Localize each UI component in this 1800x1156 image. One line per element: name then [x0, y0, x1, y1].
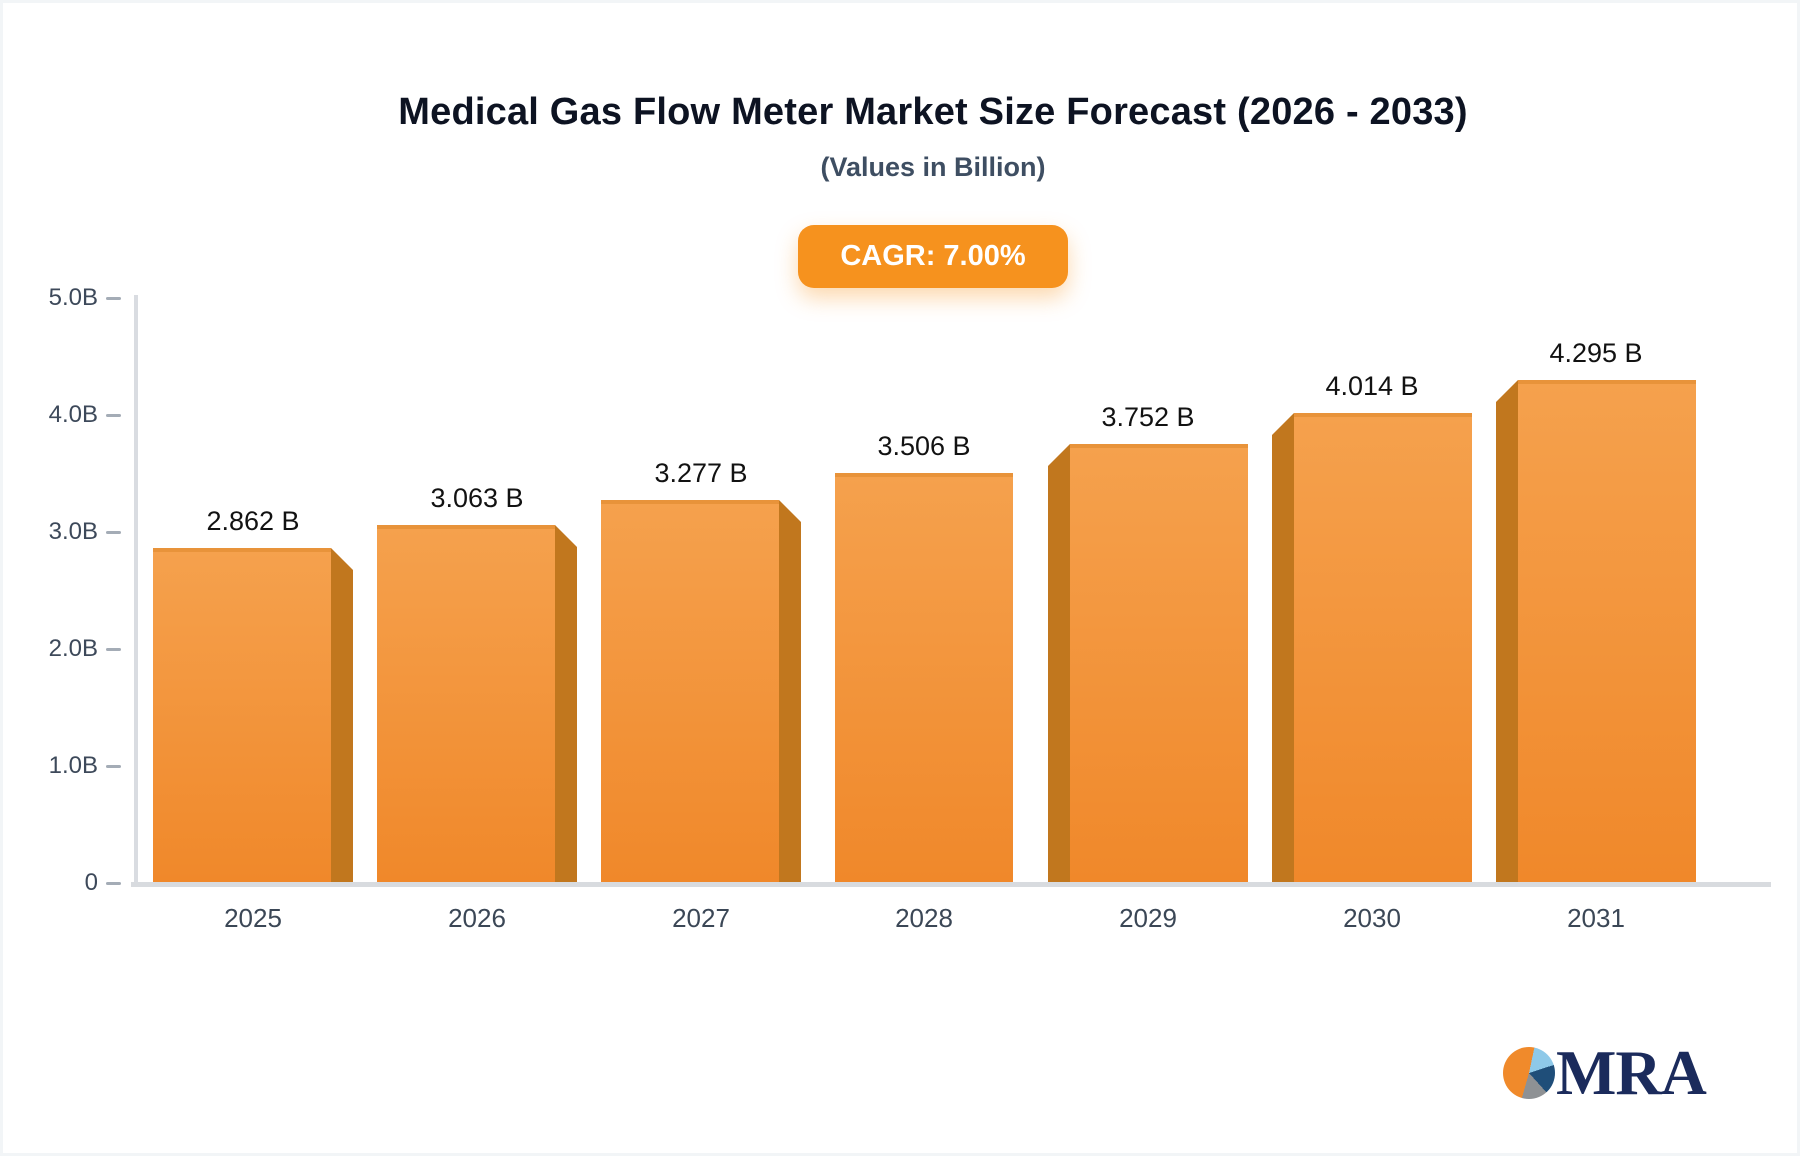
bar-2025 — [153, 548, 331, 883]
y-tick-mark — [106, 765, 121, 768]
bar-2029 — [1070, 444, 1248, 883]
bar-side-panel — [1272, 413, 1294, 883]
chart-header: Medical Gas Flow Meter Market Size Forec… — [63, 91, 1800, 288]
y-tick-label: 1.0B — [48, 752, 98, 779]
bar-group-2029: 3.752 B — [1048, 402, 1248, 883]
bar-value-label: 3.506 B — [877, 431, 971, 461]
y-tick-mark — [106, 414, 121, 417]
x-tick-label-2029: 2029 — [1119, 903, 1177, 933]
bar-2031 — [1518, 380, 1696, 883]
bar-group-2030: 4.014 B — [1272, 371, 1472, 883]
y-tick-label: 4.0B — [48, 401, 98, 428]
cagr-badge: CAGR: 7.00% — [798, 225, 1068, 288]
bar-2028 — [835, 473, 1013, 883]
bar-side-panel — [1048, 444, 1070, 883]
y-tick-label: 2.0B — [48, 635, 98, 662]
x-axis: 2025 2026 2027 2028 2029 2030 2031 — [3, 903, 1800, 943]
bar-series: 2.862 B 3.063 B 3.277 B 3.506 B 3.752 B 4.014… — [3, 298, 1800, 883]
bar-side-panel — [779, 500, 801, 883]
bar-group-2027: 3.277 B — [601, 458, 801, 883]
bar-2030 — [1294, 413, 1472, 883]
bar-value-label: 3.752 B — [1101, 402, 1195, 432]
bar-group-2028: 3.506 B — [824, 431, 1024, 883]
bar-group-2026: 3.063 B — [377, 483, 577, 883]
x-tick-label-2025: 2025 — [224, 903, 282, 933]
y-tick-label: 3.0B — [48, 518, 98, 545]
y-tick-mark — [106, 882, 121, 885]
bar-2027 — [601, 500, 779, 883]
bar-side-panel — [555, 525, 577, 883]
y-tick-mark — [106, 297, 121, 300]
x-tick-label-2031: 2031 — [1567, 903, 1625, 933]
bar-value-label: 4.295 B — [1549, 338, 1643, 368]
chart-subtitle: (Values in Billion) — [820, 152, 1046, 182]
bar-group-2025: 2.862 B — [153, 506, 353, 883]
bar-value-label: 2.862 B — [206, 506, 300, 536]
x-tick-label-2026: 2026 — [448, 903, 506, 933]
cagr-badge-label: CAGR: 7.00% — [840, 240, 1026, 272]
bar-side-panel — [1496, 380, 1518, 883]
y-tick-mark — [106, 648, 121, 651]
chart-title: Medical Gas Flow Meter Market Size Forec… — [398, 91, 1468, 133]
bar-value-label: 3.063 B — [430, 483, 524, 513]
x-tick-label-2027: 2027 — [672, 903, 730, 933]
pie-chart-icon — [1503, 1047, 1555, 1099]
bar-group-2031: 4.295 B — [1496, 338, 1696, 883]
bar-side-panel — [331, 548, 353, 883]
bar-value-label: 3.277 B — [654, 458, 748, 488]
x-axis-line — [131, 882, 1771, 887]
y-axis: 5.0B 4.0B 3.0B 2.0B 1.0B 0 — [3, 284, 133, 896]
y-axis-line — [134, 295, 138, 885]
y-tick-label: 5.0B — [48, 284, 98, 311]
x-tick-label-2030: 2030 — [1343, 903, 1401, 933]
mra-logo: MRA — [1503, 1037, 1707, 1108]
chart-card: Medical Gas Flow Meter Market Size Forec… — [3, 3, 1797, 1153]
bar-2026 — [377, 525, 555, 883]
y-tick-mark — [106, 531, 121, 534]
y-tick-label: 0 — [84, 869, 98, 896]
bar-value-label: 4.014 B — [1325, 371, 1419, 401]
logo-text: MRA — [1556, 1037, 1707, 1108]
x-tick-label-2028: 2028 — [895, 903, 953, 933]
